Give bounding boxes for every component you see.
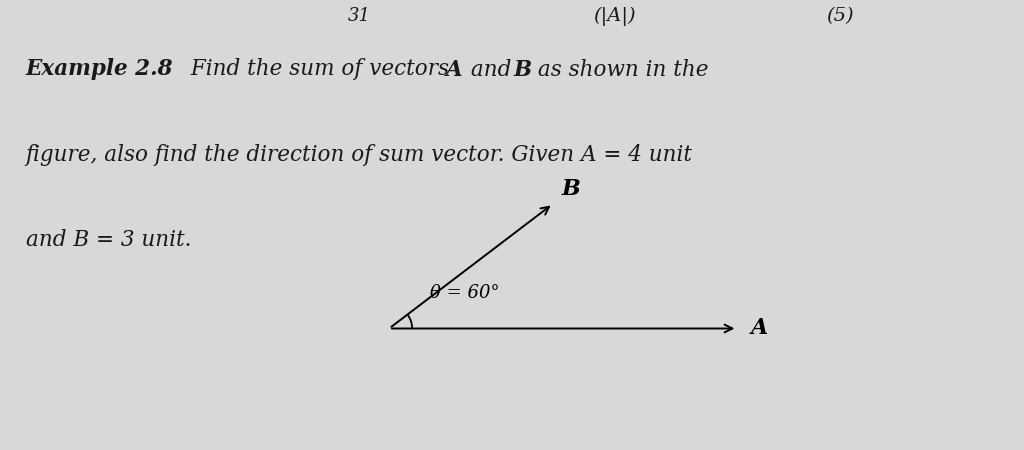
Text: (|A|): (|A|) xyxy=(593,7,636,26)
Text: and B = 3 unit.: and B = 3 unit. xyxy=(26,230,191,252)
Text: Find the sum of vectors: Find the sum of vectors xyxy=(184,58,457,81)
Text: θ = 60°: θ = 60° xyxy=(430,284,500,302)
Text: figure, also find the direction of sum vector. Given A = 4 unit: figure, also find the direction of sum v… xyxy=(26,144,692,166)
Text: as shown in the: as shown in the xyxy=(531,58,709,81)
Text: A: A xyxy=(445,58,462,81)
Text: (5): (5) xyxy=(826,7,853,25)
Text: Example 2.8: Example 2.8 xyxy=(26,58,173,81)
Text: B: B xyxy=(561,178,580,200)
Text: and: and xyxy=(464,58,518,81)
Text: B: B xyxy=(513,58,531,81)
Text: A: A xyxy=(751,318,768,339)
Text: 31: 31 xyxy=(348,7,371,25)
